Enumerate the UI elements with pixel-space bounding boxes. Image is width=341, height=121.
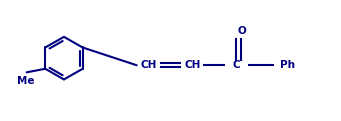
Text: Me: Me <box>17 76 34 86</box>
Text: C: C <box>233 60 240 70</box>
Text: CH: CH <box>184 60 201 70</box>
Text: CH: CH <box>140 60 157 70</box>
Text: O: O <box>237 26 246 36</box>
Text: Ph: Ph <box>280 60 295 70</box>
